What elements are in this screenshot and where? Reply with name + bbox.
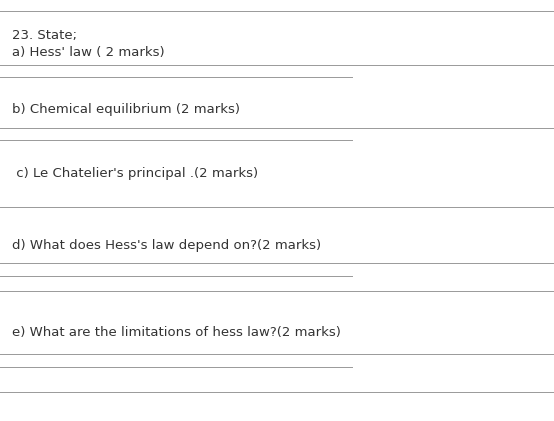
Text: e) What are the limitations of hess law?(2 marks): e) What are the limitations of hess law?… [12, 326, 341, 339]
Text: c) Le Chatelier's principal .(2 marks): c) Le Chatelier's principal .(2 marks) [12, 167, 258, 180]
Text: b) Chemical equilibrium (2 marks): b) Chemical equilibrium (2 marks) [12, 103, 240, 116]
Text: d) What does Hess's law depend on?(2 marks): d) What does Hess's law depend on?(2 mar… [12, 239, 321, 251]
Text: 23. State;
a) Hess' law ( 2 marks): 23. State; a) Hess' law ( 2 marks) [12, 29, 165, 59]
